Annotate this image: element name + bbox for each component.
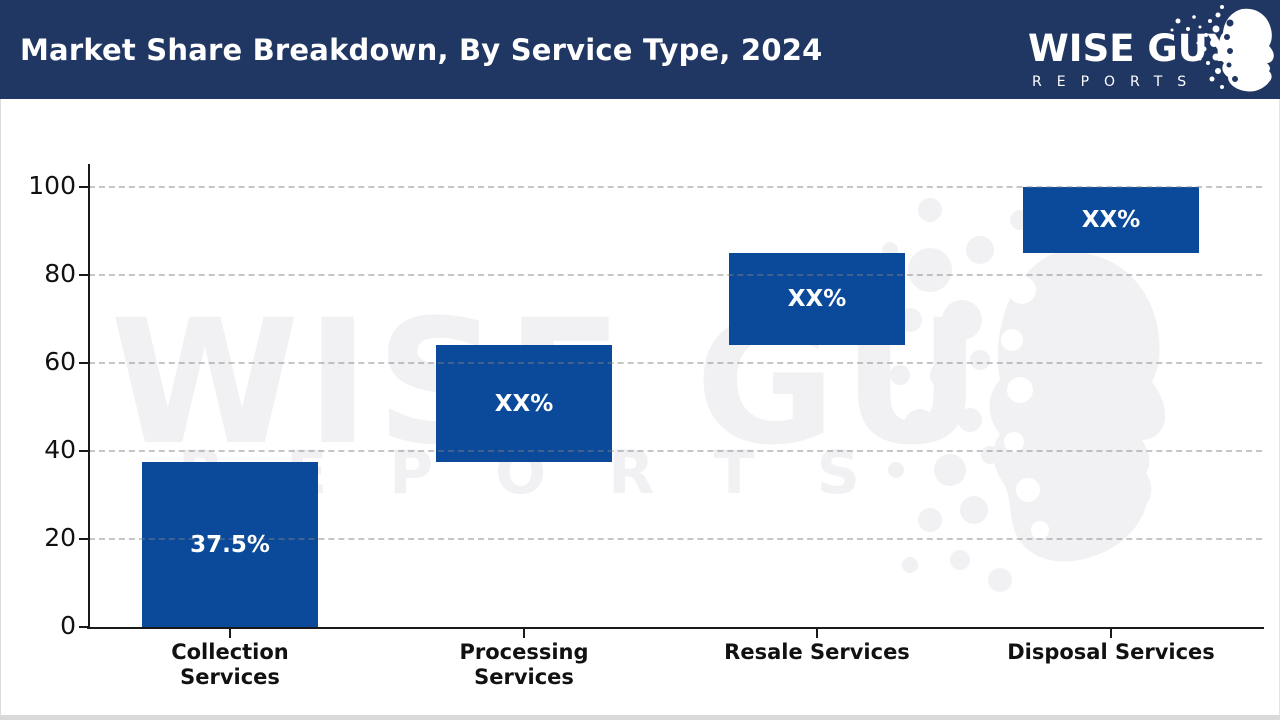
gridline xyxy=(89,362,1262,364)
y-tick-label: 60 xyxy=(44,347,76,376)
logo-wordmark: WISE GUY xyxy=(1028,27,1236,70)
y-tick-label: 20 xyxy=(44,523,76,552)
y-tick-label: 0 xyxy=(60,611,76,640)
logo-face-icon xyxy=(1170,5,1274,92)
y-tick xyxy=(79,274,88,276)
footer-strip xyxy=(0,715,1280,720)
x-category-label: Disposal Services xyxy=(1007,640,1215,664)
gridline xyxy=(89,538,1262,540)
bar xyxy=(142,462,318,627)
x-category-label: Collection Services xyxy=(171,640,289,689)
y-tick-label: 80 xyxy=(44,259,76,288)
bar xyxy=(729,253,905,345)
x-axis-spine xyxy=(87,627,1264,629)
bar-value-label: XX% xyxy=(1081,207,1141,233)
y-tick-label: 40 xyxy=(44,435,76,464)
x-category-label: Resale Services xyxy=(724,640,910,664)
y-tick xyxy=(79,450,88,452)
gridline xyxy=(89,186,1262,188)
x-tick xyxy=(229,629,231,638)
x-tick xyxy=(816,629,818,638)
bar-value-label: 37.5% xyxy=(190,531,270,558)
y-tick xyxy=(79,186,88,188)
y-tick xyxy=(79,626,88,628)
y-tick xyxy=(79,362,88,364)
y-tick xyxy=(79,538,88,540)
bar xyxy=(1023,187,1199,253)
gridline xyxy=(89,450,1262,452)
header-bar: Market Share Breakdown, By Service Type,… xyxy=(0,0,1280,99)
watermark-face-icon xyxy=(882,194,1166,592)
x-category-label: Processing Services xyxy=(459,640,589,689)
bar-value-label: XX% xyxy=(787,286,847,312)
logo-subtext: REPORTS xyxy=(1032,74,1201,90)
wiseguy-logo: WISE GUY REPORTS xyxy=(1028,5,1274,92)
x-tick xyxy=(1110,629,1112,638)
y-tick-label: 100 xyxy=(28,171,76,200)
bar xyxy=(436,345,612,462)
page-title: Market Share Breakdown, By Service Type,… xyxy=(20,32,823,67)
x-tick xyxy=(523,629,525,638)
gridline xyxy=(89,274,1262,276)
y-axis-spine xyxy=(88,164,90,629)
bar-value-label: XX% xyxy=(494,390,554,417)
